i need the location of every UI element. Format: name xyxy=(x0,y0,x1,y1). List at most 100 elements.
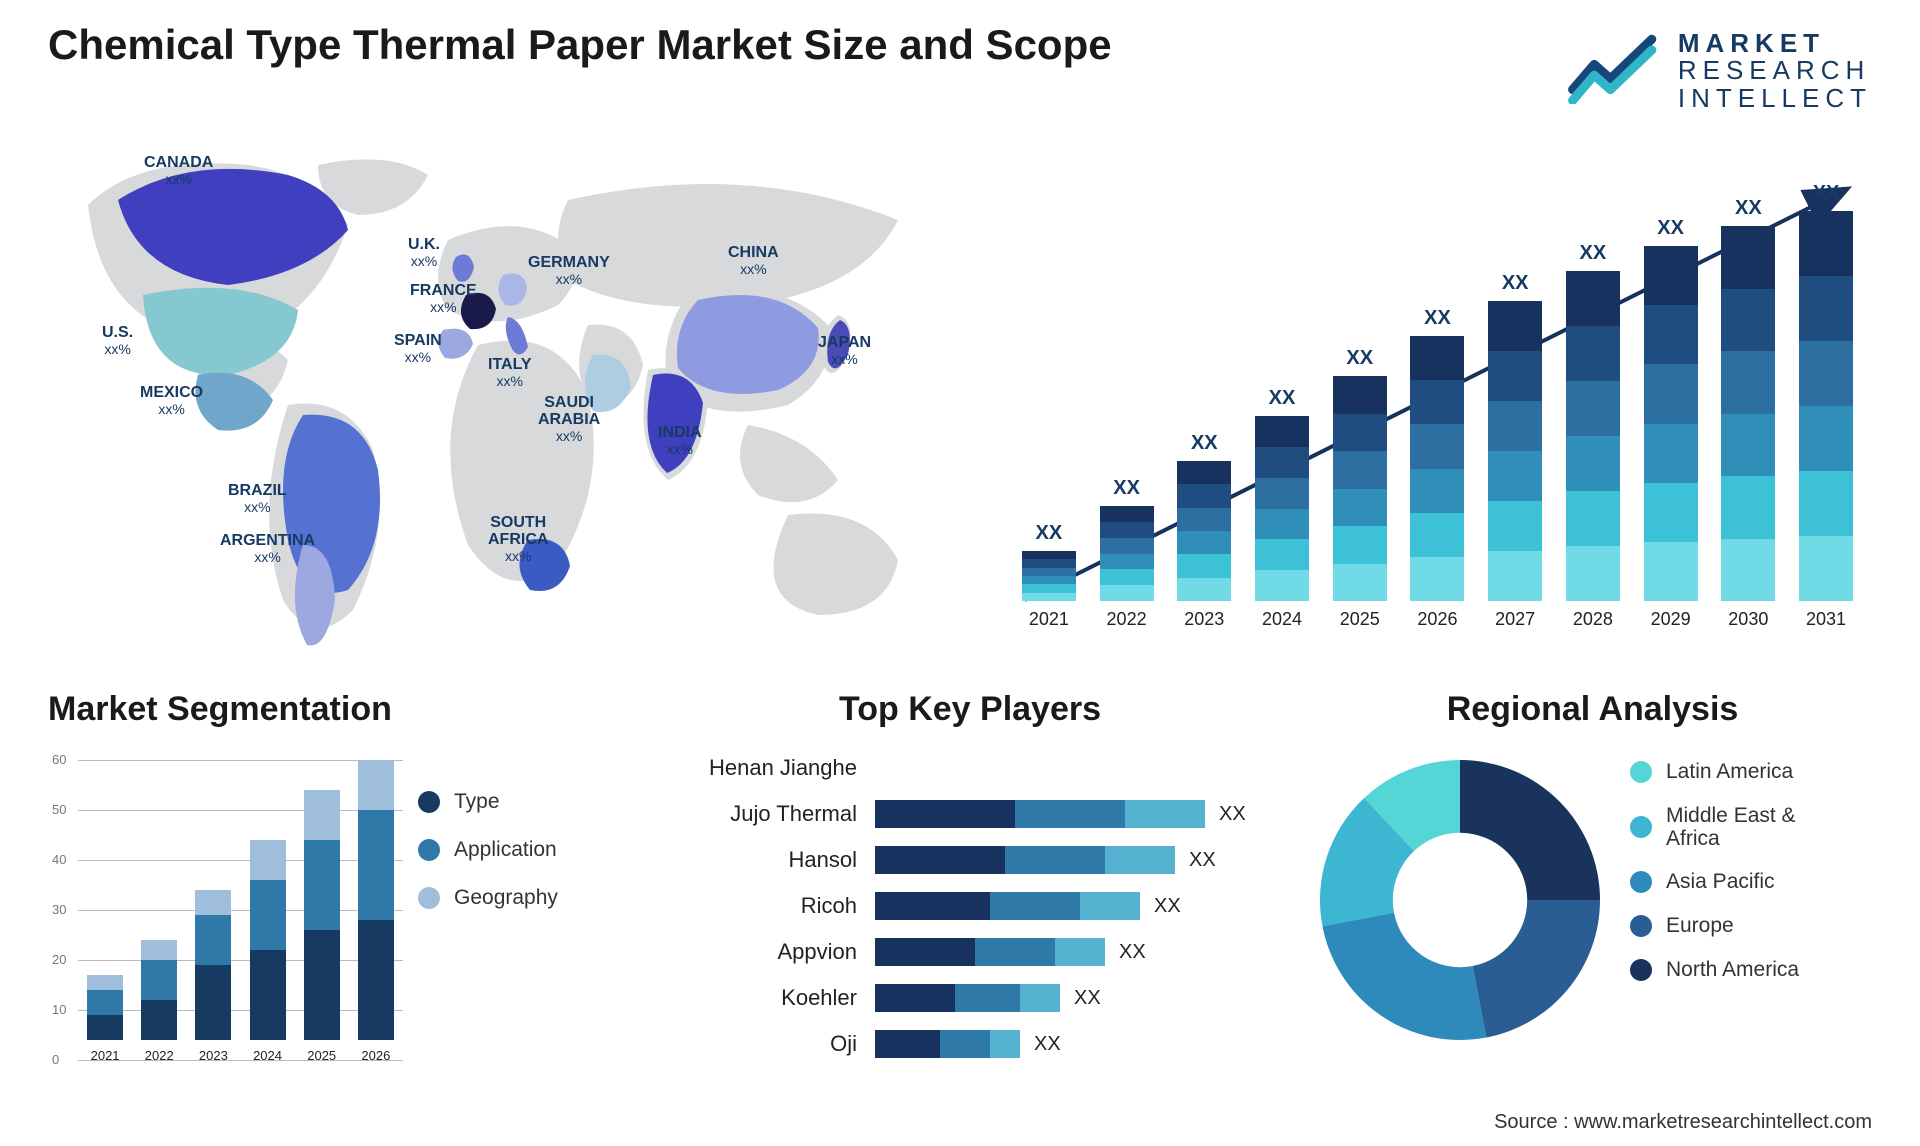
legend-swatch-icon xyxy=(418,887,440,909)
bar-stack xyxy=(1100,506,1154,601)
bar-stack xyxy=(1255,416,1309,601)
seg-bar-col: 2023 xyxy=(195,890,231,1063)
y-tick-label: 20 xyxy=(52,952,66,967)
key-player-name: Oji xyxy=(650,1031,875,1057)
bar-stack xyxy=(1566,271,1620,601)
bar-value-label: XX xyxy=(1113,477,1140,500)
big-bar-col: XX 2030 xyxy=(1721,197,1775,630)
legend-swatch-icon xyxy=(1630,915,1652,937)
map-label: MEXICOxx% xyxy=(140,385,203,419)
world-map: CANADAxx%U.S.xx%MEXICOxx%BRAZILxx%ARGENT… xyxy=(48,145,928,665)
map-label: CANADAxx% xyxy=(144,155,213,189)
legend-label: North America xyxy=(1666,958,1799,982)
bar-value-label: XX xyxy=(1036,522,1063,545)
brand-logo: MARKET RESEARCH INTELLECT xyxy=(1568,30,1872,112)
y-tick-label: 30 xyxy=(52,902,66,917)
seg-bar-col: 2022 xyxy=(141,940,177,1063)
map-label: SOUTHAFRICAxx% xyxy=(488,515,548,565)
legend-swatch-icon xyxy=(1630,816,1652,838)
bar-year-label: 2028 xyxy=(1573,609,1613,630)
map-label: INDIAxx% xyxy=(658,425,702,459)
seg-year-label: 2024 xyxy=(253,1048,282,1063)
segmentation-panel: Market Segmentation 01020304050602021202… xyxy=(48,690,638,1090)
key-player-name: Ricoh xyxy=(650,893,875,919)
map-label: JAPANxx% xyxy=(818,335,871,369)
segmentation-title: Market Segmentation xyxy=(48,690,638,729)
legend-label: Asia Pacific xyxy=(1666,870,1775,894)
bar-year-label: 2024 xyxy=(1262,609,1302,630)
bar-value-label: XX xyxy=(1502,272,1529,295)
key-player-row: KoehlerXX xyxy=(650,975,1290,1021)
bar-value-label: XX xyxy=(1735,197,1762,220)
legend-item: North America xyxy=(1630,958,1799,982)
big-bar-col: XX 2028 xyxy=(1566,242,1620,630)
regional-panel: Regional Analysis Latin AmericaMiddle Ea… xyxy=(1310,690,1875,1090)
legend-item: Asia Pacific xyxy=(1630,870,1799,894)
regional-title: Regional Analysis xyxy=(1310,690,1875,729)
map-label: ARGENTINAxx% xyxy=(220,533,315,567)
source-label: Source : www.marketresearchintellect.com xyxy=(1494,1111,1872,1134)
bar-stack xyxy=(1022,551,1076,601)
big-bar-row: XX2021XX2022XX2023XX2024XX2025XX2026XX20… xyxy=(1010,182,1865,630)
seg-year-label: 2023 xyxy=(199,1048,228,1063)
legend-item: Europe xyxy=(1630,914,1799,938)
legend-swatch-icon xyxy=(1630,871,1652,893)
key-player-row: Henan Jianghe xyxy=(650,745,1290,791)
legend-swatch-icon xyxy=(1630,959,1652,981)
bar-value-label: XX xyxy=(1191,432,1218,455)
key-players-list: Henan JiangheJujo ThermalXXHansolXXRicoh… xyxy=(650,745,1290,1067)
bar-value-label: XX xyxy=(1424,307,1451,330)
legend-swatch-icon xyxy=(1630,761,1652,783)
legend-label: Application xyxy=(454,838,557,862)
key-player-row: Ricoh XX xyxy=(650,883,1290,929)
key-player-bar xyxy=(875,892,1140,920)
key-player-value: XX xyxy=(1034,1033,1061,1056)
bar-year-label: 2026 xyxy=(1417,609,1457,630)
key-player-bar xyxy=(875,938,1105,966)
bar-stack xyxy=(1410,336,1464,601)
seg-bar-col: 2026 xyxy=(358,760,394,1063)
key-player-name: Appvion xyxy=(650,939,875,965)
big-bar-col: XX 2031 xyxy=(1799,182,1853,630)
bar-value-label: XX xyxy=(1580,242,1607,265)
donut-svg xyxy=(1310,750,1610,1050)
key-player-value: XX xyxy=(1119,941,1146,964)
logo-text: MARKET RESEARCH INTELLECT xyxy=(1678,30,1872,112)
key-player-bar xyxy=(875,1030,1020,1058)
seg-year-label: 2025 xyxy=(307,1048,336,1063)
bar-stack xyxy=(1177,461,1231,601)
legend-item: Type xyxy=(418,790,558,814)
bar-year-label: 2030 xyxy=(1728,609,1768,630)
bar-year-label: 2027 xyxy=(1495,609,1535,630)
map-label: GERMANYxx% xyxy=(528,255,610,289)
key-players-panel: Top Key Players Henan Jianghe Jujo Therma… xyxy=(650,690,1290,1090)
key-player-name: Koehler xyxy=(650,985,875,1011)
bar-value-label: XX xyxy=(1813,182,1840,205)
key-player-bar xyxy=(875,984,1060,1012)
segmentation-legend: TypeApplicationGeography xyxy=(418,790,558,910)
bar-year-label: 2023 xyxy=(1184,609,1224,630)
key-player-name: Hansol xyxy=(650,847,875,873)
key-player-name: Henan Jianghe xyxy=(650,755,875,781)
key-player-row: Jujo ThermalXX xyxy=(650,791,1290,837)
map-label: SPAINxx% xyxy=(394,333,442,367)
y-tick-label: 0 xyxy=(52,1052,59,1067)
legend-label: Middle East &Africa xyxy=(1666,804,1796,850)
map-label: CHINAxx% xyxy=(728,245,779,279)
seg-bar-col: 2021 xyxy=(87,975,123,1063)
seg-bar-col: 2024 xyxy=(250,840,286,1063)
key-player-value: XX xyxy=(1154,895,1181,918)
map-label: U.S.xx% xyxy=(102,325,133,359)
bar-stack xyxy=(1799,211,1853,601)
header: Chemical Type Thermal Paper Market Size … xyxy=(48,20,1872,140)
bar-year-label: 2022 xyxy=(1107,609,1147,630)
key-players-title: Top Key Players xyxy=(650,690,1290,729)
y-tick-label: 60 xyxy=(52,752,66,767)
legend-item: Middle East &Africa xyxy=(1630,804,1799,850)
bar-year-label: 2025 xyxy=(1340,609,1380,630)
bar-year-label: 2031 xyxy=(1806,609,1846,630)
key-player-row: Oji XX xyxy=(650,1021,1290,1067)
map-label: SAUDIARABIAxx% xyxy=(538,395,600,445)
regional-legend: Latin AmericaMiddle East &AfricaAsia Pac… xyxy=(1630,760,1799,982)
legend-label: Type xyxy=(454,790,500,814)
